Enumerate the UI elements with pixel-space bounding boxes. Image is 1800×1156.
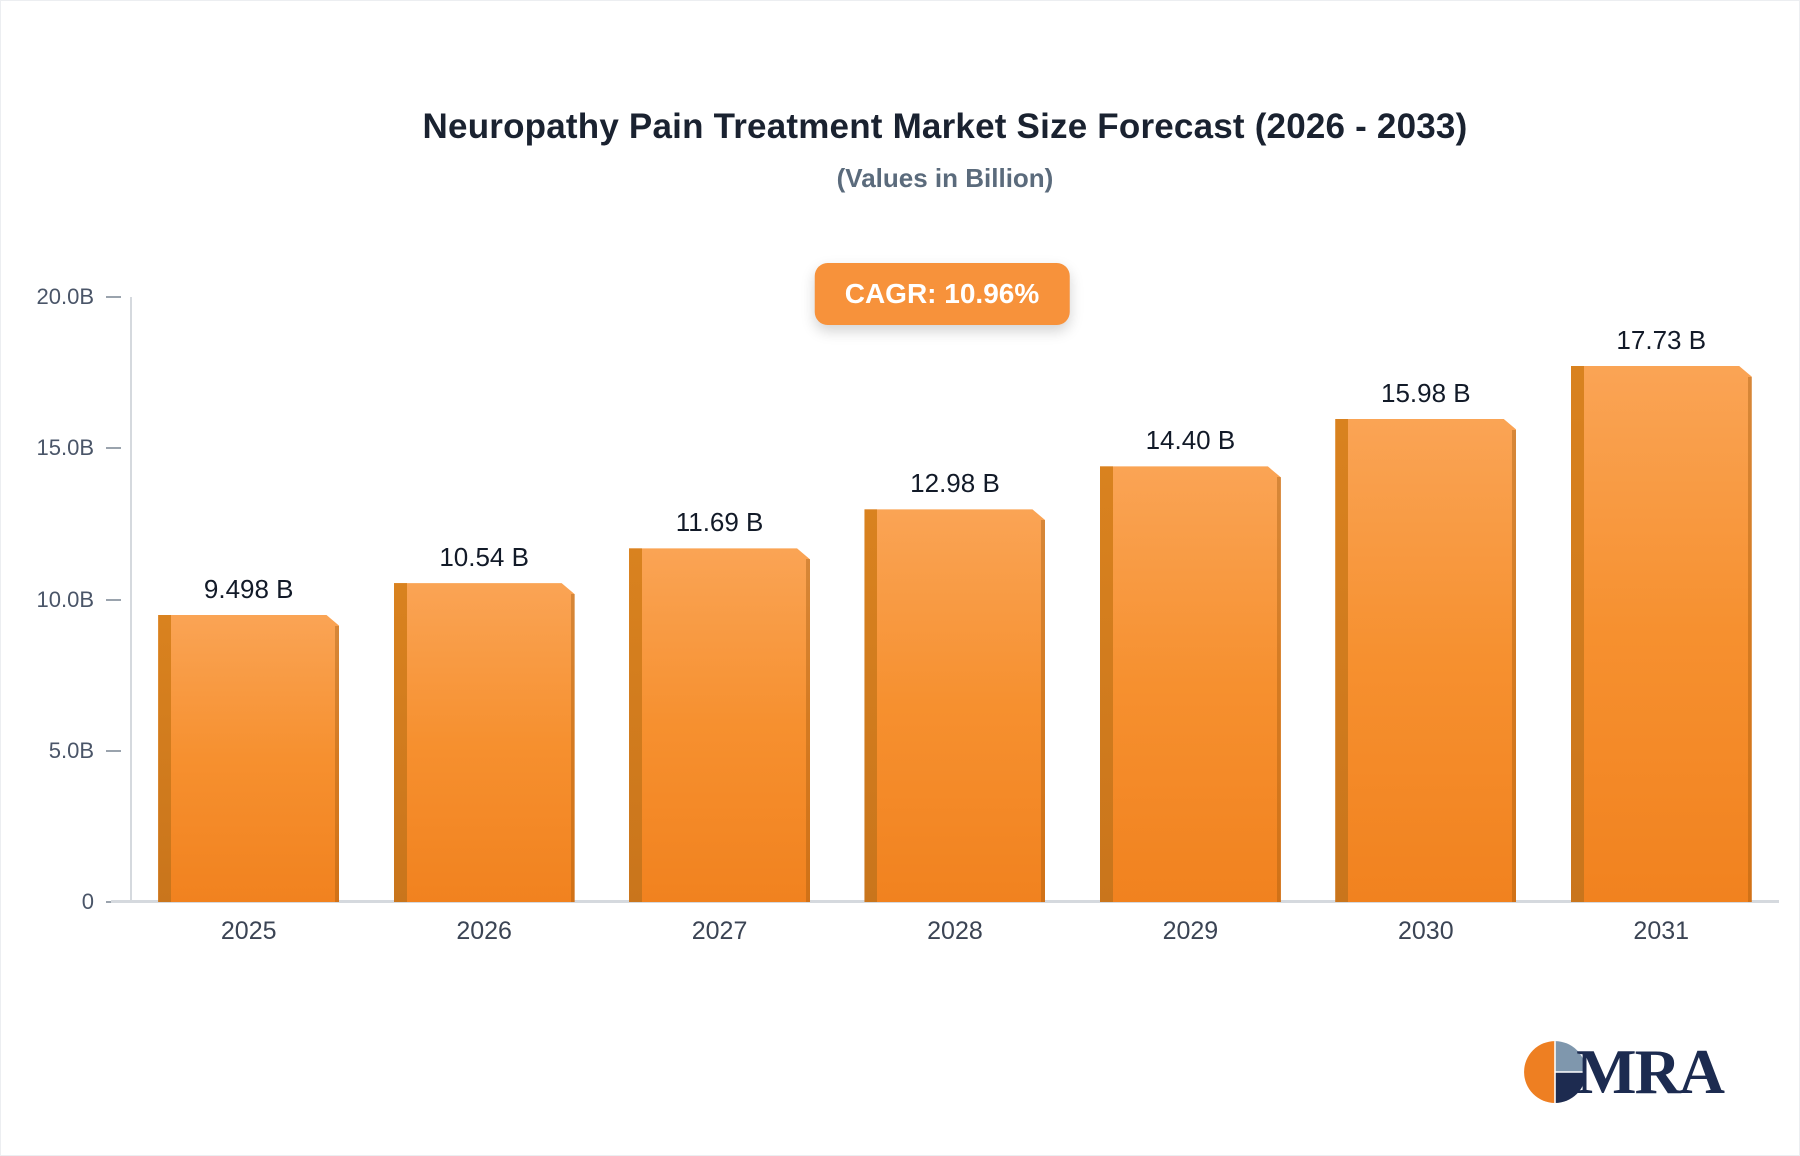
bar-column: 17.73 B (1544, 297, 1779, 902)
bar-value-label: 10.54 B (439, 542, 529, 573)
y-tick-dash (106, 296, 121, 298)
x-tick-label: 2031 (1633, 917, 1690, 945)
y-tick-label: 15.0B (36, 435, 95, 461)
x-axis: 2025 2026 2027 2028 2029 2030 2031 (131, 917, 1779, 946)
bar-value-label: 11.69 B (675, 507, 764, 538)
y-tick-dash (106, 749, 121, 752)
x-tick-label: 2029 (1162, 917, 1219, 945)
y-tick-dash (106, 598, 121, 601)
bar (1571, 366, 1752, 902)
bar-value-label: 9.498 B (203, 573, 294, 604)
bar-value-label: 17.73 B (1616, 324, 1707, 355)
y-axis-line (130, 297, 132, 903)
bar-column: 10.54 B (366, 297, 601, 902)
x-tick-label: 2030 (1398, 917, 1454, 945)
bar (158, 615, 339, 902)
y-tick-label: 5.0B (48, 737, 94, 763)
bar-value-label: 14.40 B (1145, 425, 1236, 456)
bar-column: 12.98 B (837, 297, 1072, 902)
x-tick-label: 2026 (456, 917, 512, 945)
y-tick-label: 0 (81, 889, 94, 914)
cagr-badge: CAGR: 10.96% (814, 263, 1070, 325)
mra-logo: MRA (1522, 1036, 1725, 1107)
bar (629, 548, 810, 902)
mra-logo-text: MRA (1576, 1036, 1725, 1107)
chart-title: Neuropathy Pain Treatment Market Size Fo… (422, 107, 1468, 146)
y-tick: 0 (34, 889, 121, 915)
bar-value-label: 15.98 B (1381, 377, 1471, 408)
y-tick: 15.0B (34, 435, 121, 461)
y-tick-label: 20.0B (36, 284, 95, 309)
bar-column: 11.69 B (602, 297, 837, 902)
bar-column: 9.498 B (131, 297, 366, 902)
chart-subtitle: (Values in Billion) (836, 163, 1054, 193)
bar-value-label: 12.98 B (910, 468, 1000, 499)
y-tick: 20.0B (34, 284, 121, 310)
y-axis: 20.0B 15.0B 10.0B 5.0B 0 (1, 284, 121, 914)
x-tick-label: 2027 (691, 917, 748, 945)
bar (394, 583, 575, 902)
y-tick-dash (106, 447, 121, 450)
bar-column: 15.98 B (1308, 297, 1543, 902)
bar (1335, 419, 1516, 902)
y-tick: 5.0B (34, 738, 121, 764)
y-tick: 10.0B (34, 587, 121, 613)
bar (1100, 466, 1281, 902)
x-tick-label: 2028 (927, 917, 983, 945)
plot-area: 9.498 B 10.54 B 11.69 B 12.98 B 14.40 B 15.98… (131, 297, 1779, 902)
bar (864, 509, 1045, 902)
mra-logo-pie-icon (1524, 1041, 1587, 1103)
y-tick-label: 10.0B (36, 586, 95, 612)
chart-header: Neuropathy Pain Treatment Market Size Fo… (101, 107, 1789, 194)
bar-column: 14.40 B (1073, 297, 1308, 902)
x-tick-label: 2025 (220, 917, 277, 945)
